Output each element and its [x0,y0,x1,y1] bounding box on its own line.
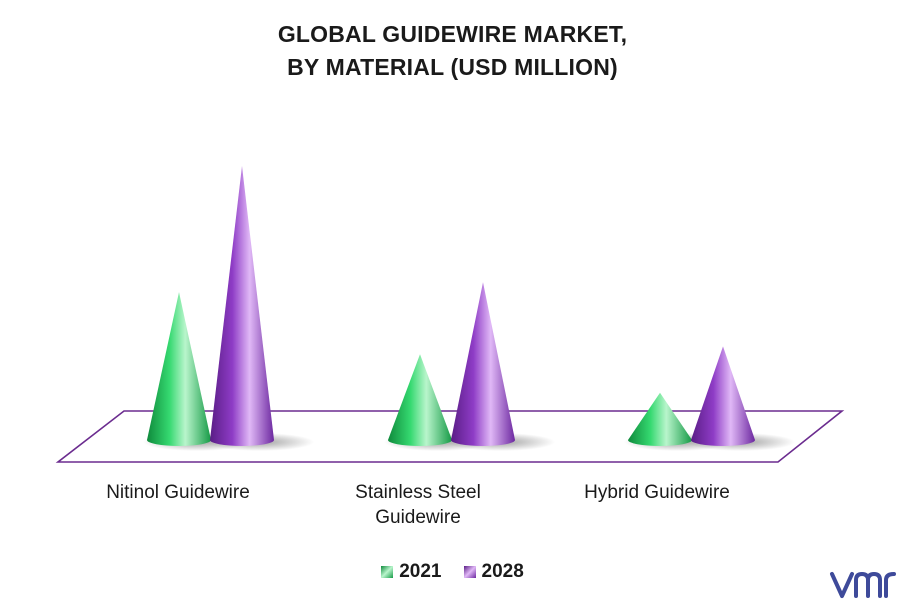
x-tick-label-hybrid: Hybrid Guidewire [557,480,757,505]
chart-title: GLOBAL GUIDEWIRE MARKET, BY MATERIAL (US… [0,18,905,84]
x-tick-label-nitinol: Nitinol Guidewire [78,480,278,505]
cone-nitinol-2028 [210,166,274,446]
cone-stainless-steel-2021 [388,354,452,446]
x-tick-label-nitinol-line-1: Nitinol Guidewire [106,482,250,503]
cone-hybrid-2021 [628,392,692,446]
chart-legend: 2021 2028 [0,561,905,583]
legend-item-2021: 2021 [381,561,442,583]
cone-stainless-steel-2028 [451,282,515,446]
legend-label-2028: 2028 [481,561,524,582]
legend-item-2028: 2028 [463,561,524,583]
x-tick-label-hybrid-line-1: Hybrid Guidewire [584,482,730,503]
legend-swatch-2028 [463,566,476,578]
chart-title-line-2: BY MATERIAL (USD MILLION) [287,54,618,80]
legend-swatch-2021 [381,566,394,578]
chart-title-line-1: GLOBAL GUIDEWIRE MARKET, [277,21,628,47]
vmr-logo-icon [830,571,896,598]
cone-nitinol-2021 [147,292,211,446]
x-tick-label-stainless-steel-line-2: Guidewire [375,507,461,528]
x-tick-label-stainless-steel: Stainless Steel Guidewire [318,480,518,530]
cone-hybrid-2028 [691,346,755,446]
x-tick-label-stainless-steel-line-1: Stainless Steel [355,482,481,503]
legend-label-2021: 2021 [399,561,442,582]
